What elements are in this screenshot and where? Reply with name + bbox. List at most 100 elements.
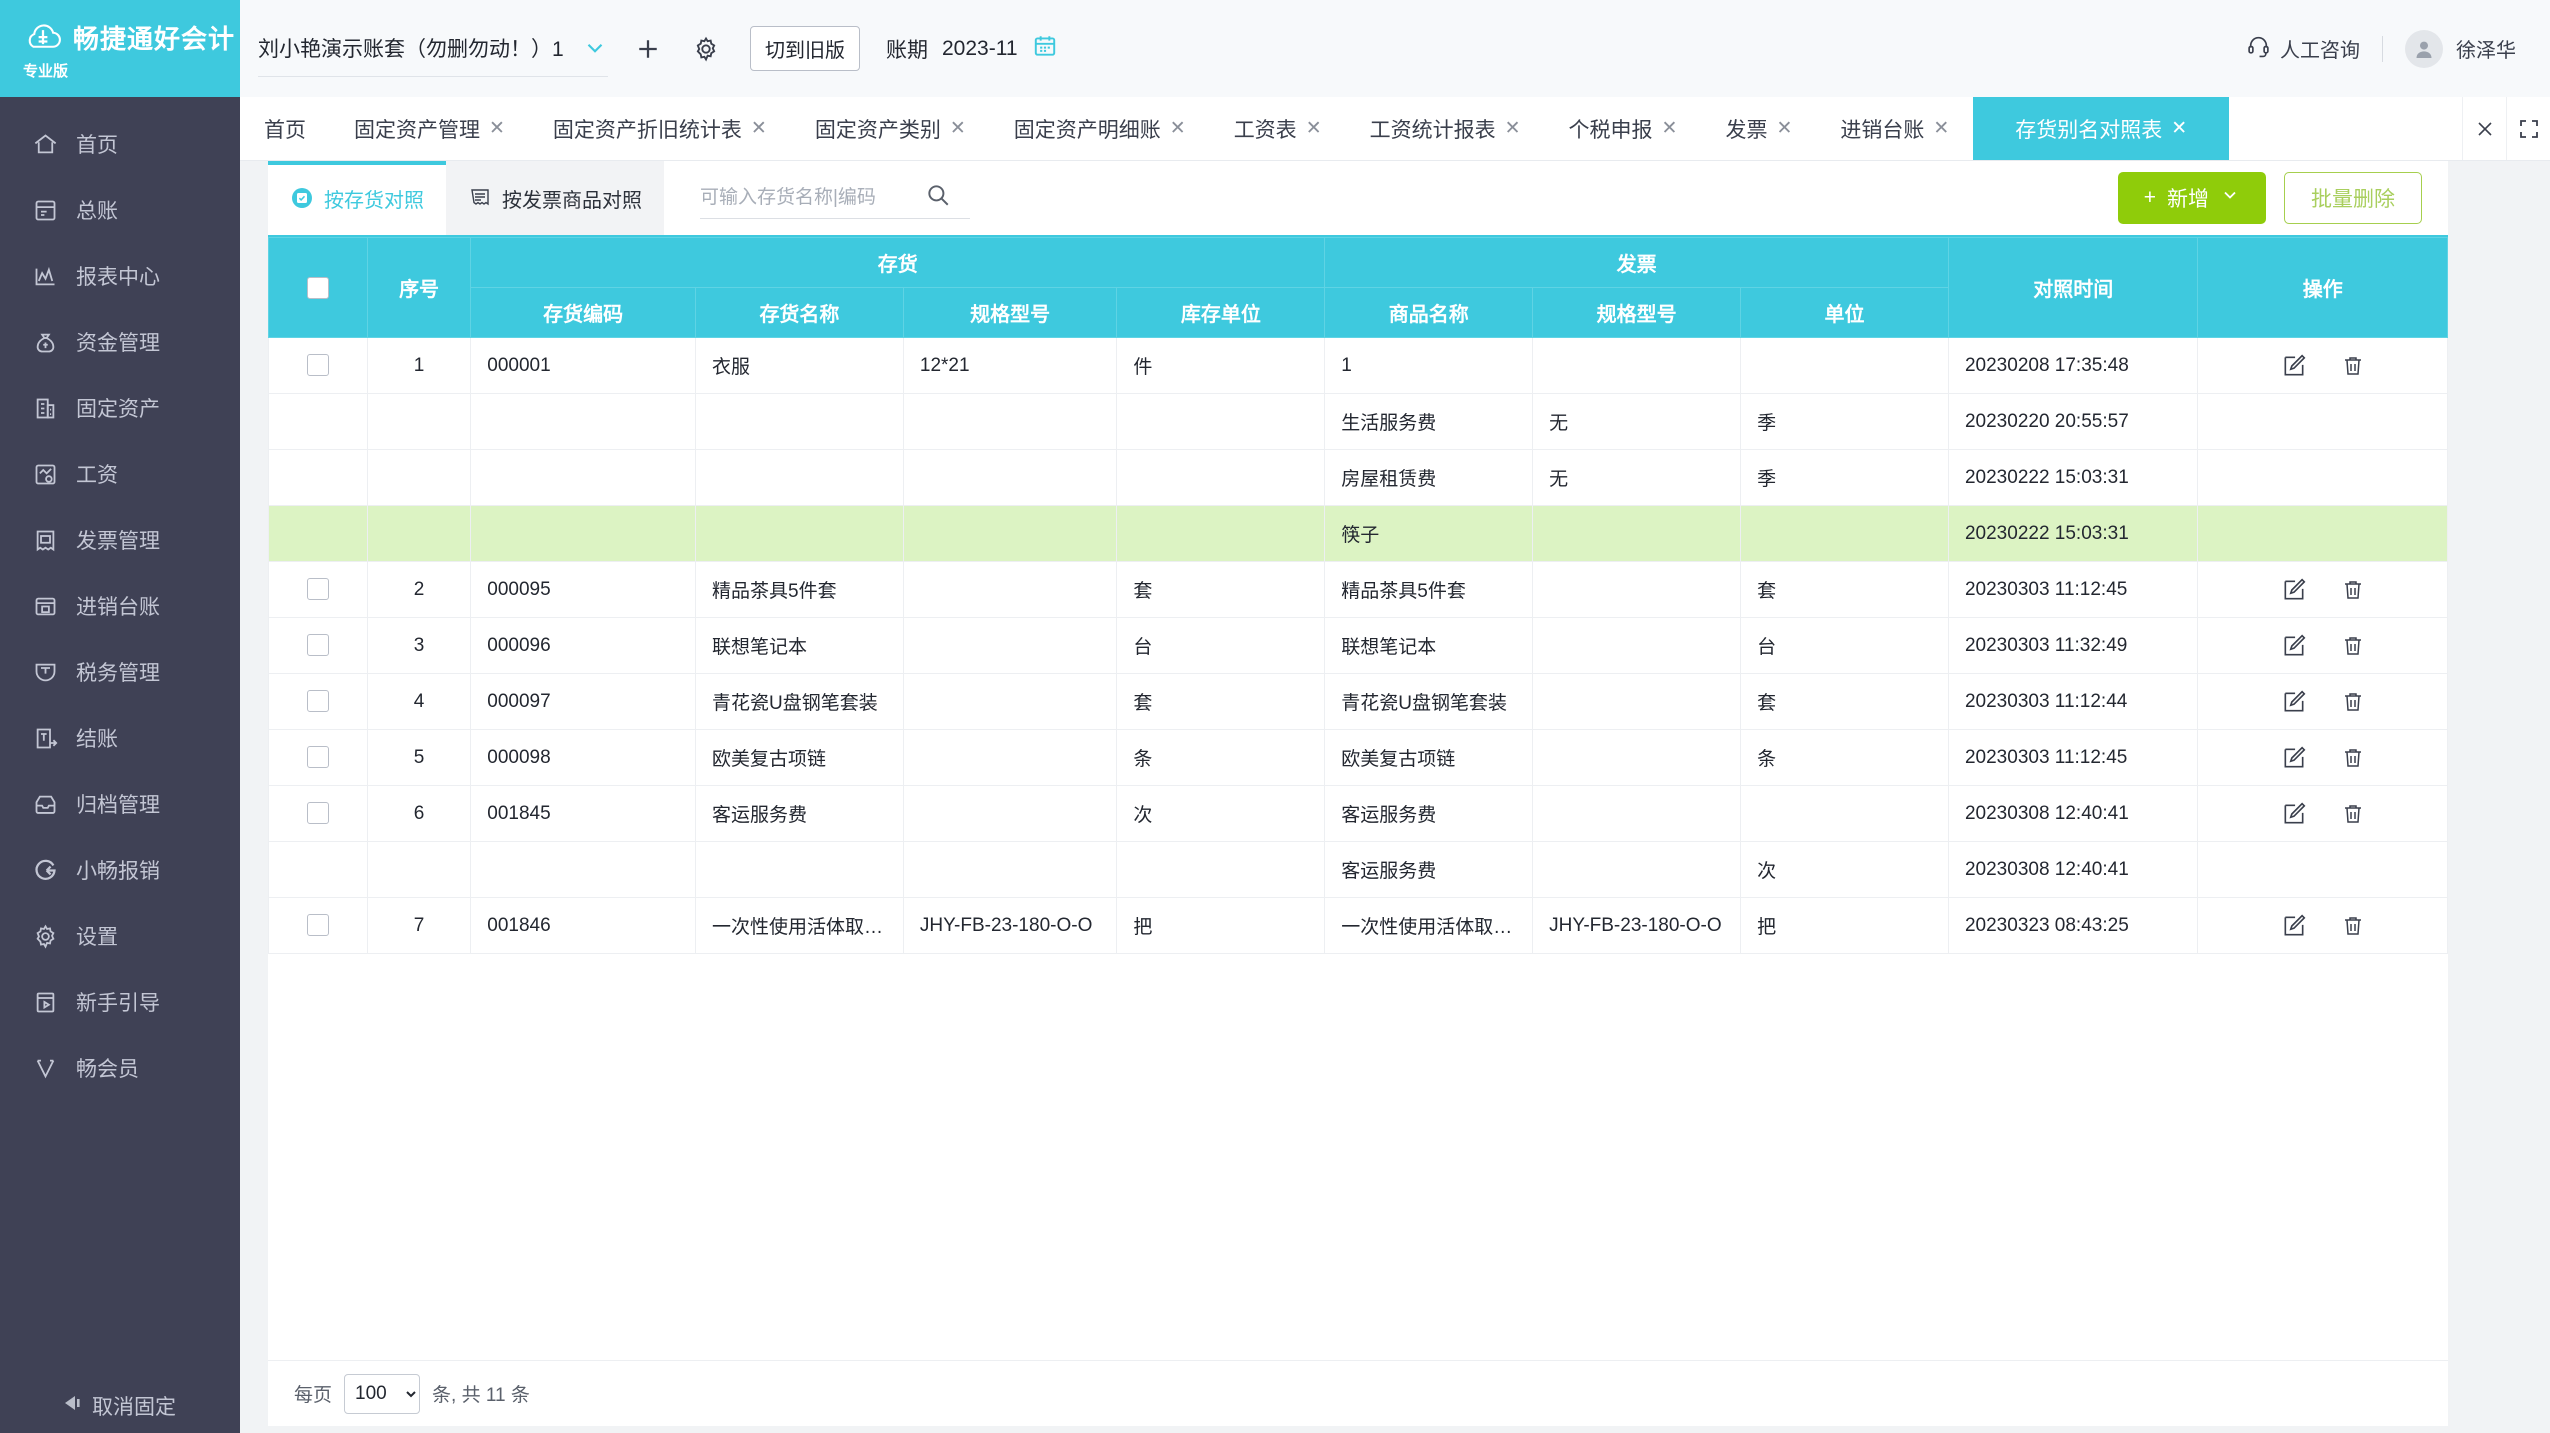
add-button[interactable]: + 新增 (2117, 172, 2266, 224)
tab-home[interactable]: 首页 (240, 97, 330, 160)
row-select-cell[interactable] (268, 561, 368, 618)
edit-icon[interactable] (2281, 577, 2307, 603)
avatar[interactable] (2405, 29, 2443, 68)
row-select-cell[interactable] (268, 617, 368, 674)
edit-icon[interactable] (2281, 633, 2307, 659)
row-action-cell[interactable] (2197, 505, 2448, 562)
tab-close-icon[interactable]: ✕ (1504, 118, 1521, 139)
table-row[interactable]: 7 001846 一次性使用活体取样... JHY-FB-23-180-O-O 把一次性… (268, 897, 2448, 954)
tab-close-icon[interactable]: ✕ (1169, 118, 1186, 139)
sidebar-item-tax[interactable]: 税务管理 (0, 639, 240, 705)
row-select-cell[interactable] (268, 393, 368, 450)
row-select-cell[interactable] (268, 673, 368, 730)
tab-fixed-asset-detail-ledger[interactable]: 固定资产明细账 ✕ (990, 97, 1210, 160)
trash-icon[interactable] (2341, 690, 2365, 714)
tab-fixed-asset-category[interactable]: 固定资产类别 ✕ (791, 97, 990, 160)
sidebar-item-payroll[interactable]: 工资 (0, 441, 240, 507)
table-row[interactable]: 5 000098 欧美复古项链条欧美复古项链条 20230303 11:12:45 (268, 729, 2448, 786)
sidebar-item-ledger[interactable]: 总账 (0, 177, 240, 243)
row-action-cell[interactable] (2197, 729, 2448, 786)
tab-close-icon[interactable]: ✕ (1933, 118, 1950, 139)
table-row[interactable]: 1 000001 衣服 12*21 件 1 20230208 17:35:48 (268, 337, 2448, 394)
edit-icon[interactable] (2281, 913, 2307, 939)
row-select-cell[interactable] (268, 505, 368, 562)
row-select-cell[interactable] (268, 841, 368, 898)
sidebar-item-settings[interactable]: 设置 (0, 903, 240, 969)
row-action-cell[interactable] (2197, 393, 2448, 450)
row-action-cell[interactable] (2197, 337, 2448, 394)
sidebar-item-funds[interactable]: 资金管理 (0, 309, 240, 375)
tab-depreciation-stats[interactable]: 固定资产折旧统计表 ✕ (529, 97, 791, 160)
page-size-select[interactable]: 102050100 (344, 1373, 421, 1414)
table-row[interactable]: 4 000097 青花瓷U盘钢笔套装套青花瓷U盘钢笔套装套 20230303 11:1… (268, 673, 2448, 730)
tab-close-icon[interactable]: ✕ (1305, 118, 1322, 139)
row-checkbox[interactable] (306, 354, 329, 377)
edit-icon[interactable] (2281, 801, 2307, 827)
table-row[interactable]: 筷子 20230222 15:03:31 (268, 505, 2448, 562)
row-action-cell[interactable] (2197, 785, 2448, 842)
select-all-checkbox[interactable] (306, 276, 329, 299)
tab-personal-tax-filing[interactable]: 个税申报 ✕ (1545, 97, 1702, 160)
row-select-cell[interactable] (268, 897, 368, 954)
header-settings-button[interactable] (688, 31, 724, 67)
trash-icon[interactable] (2341, 914, 2365, 938)
sidebar-item-expense[interactable]: 小畅报销 (0, 837, 240, 903)
sidebar-item-reports[interactable]: 报表中心 (0, 243, 240, 309)
tab-close-icon[interactable]: ✕ (489, 118, 505, 139)
sidebar-item-purchase-sales[interactable]: 进销台账 (0, 573, 240, 639)
row-checkbox[interactable] (306, 634, 329, 657)
edit-icon[interactable] (2281, 689, 2307, 715)
row-select-cell[interactable] (268, 729, 368, 786)
table-row[interactable]: 3 000096 联想笔记本台联想笔记本台 20230303 11:32:49 (268, 617, 2448, 674)
trash-icon[interactable] (2341, 578, 2365, 602)
edit-icon[interactable] (2281, 745, 2307, 771)
row-action-cell[interactable] (2197, 897, 2448, 954)
username-label[interactable]: 徐泽华 (2456, 40, 2516, 62)
bulk-delete-button[interactable]: 批量删除 (2284, 172, 2422, 224)
add-account-set-button[interactable] (630, 31, 666, 67)
tab-close-icon[interactable]: ✕ (1661, 118, 1678, 139)
segment-by-inventory[interactable]: 按存货对照 (268, 161, 446, 235)
row-actions[interactable] (2199, 633, 2447, 659)
table-row[interactable]: 6 001845 客运服务费次客运服务费 20230308 12:40:41 (268, 785, 2448, 842)
search-input[interactable] (700, 186, 925, 209)
sidebar-item-archive[interactable]: 归档管理 (0, 771, 240, 837)
tab-close-icon[interactable]: ✕ (750, 118, 767, 139)
row-actions[interactable] (2199, 689, 2447, 715)
trash-icon[interactable] (2341, 354, 2365, 378)
chevron-down-icon[interactable] (582, 35, 608, 61)
tab-payroll-stats-report[interactable]: 工资统计报表 ✕ (1346, 97, 1545, 160)
select-all-header[interactable] (268, 237, 368, 338)
tab-purchase-sales-ledger[interactable]: 进销台账 ✕ (1816, 97, 1973, 160)
table-row[interactable]: 客运服务费 次 20230308 12:40:41 (268, 841, 2448, 898)
row-action-cell[interactable] (2197, 673, 2448, 730)
search-box[interactable] (700, 177, 970, 219)
tab-close-icon[interactable]: ✕ (949, 118, 966, 139)
tab-invoice[interactable]: 发票 ✕ (1701, 97, 1816, 160)
tab-fixed-asset-management[interactable]: 固定资产管理 ✕ (330, 97, 529, 160)
table-row[interactable]: 生活服务费无季 20230220 20:55:57 (268, 393, 2448, 450)
calendar-icon[interactable] (1032, 33, 1058, 65)
row-checkbox[interactable] (306, 914, 329, 937)
row-actions[interactable] (2199, 913, 2447, 939)
switch-to-old-version-button[interactable]: 切到旧版 (750, 26, 860, 71)
trash-icon[interactable] (2341, 746, 2365, 770)
search-icon[interactable] (925, 182, 951, 213)
sidebar-item-closing[interactable]: 结账 (0, 705, 240, 771)
segment-by-invoice-goods[interactable]: 按发票商品对照 (446, 161, 664, 235)
support-button[interactable]: 人工咨询 (2246, 33, 2360, 64)
row-actions[interactable] (2199, 745, 2447, 771)
table-row[interactable]: 房屋租赁费无季 20230222 15:03:31 (268, 449, 2448, 506)
sidebar-item-home[interactable]: 首页 (0, 111, 240, 177)
row-select-cell[interactable] (268, 337, 368, 394)
row-actions[interactable] (2199, 577, 2447, 603)
tab-close-icon[interactable]: ✕ (2171, 118, 2188, 139)
tab-close-icon[interactable]: ✕ (1776, 118, 1793, 139)
trash-icon[interactable] (2341, 634, 2365, 658)
collapse-sidebar-button[interactable]: 取消固定 (0, 1378, 240, 1433)
account-set-selector[interactable]: 刘小艳演示账套（勿删勿动！）1 (258, 21, 608, 77)
row-action-cell[interactable] (2197, 617, 2448, 674)
row-action-cell[interactable] (2197, 561, 2448, 618)
row-action-cell[interactable] (2197, 449, 2448, 506)
close-all-tabs-button[interactable] (2462, 97, 2506, 160)
